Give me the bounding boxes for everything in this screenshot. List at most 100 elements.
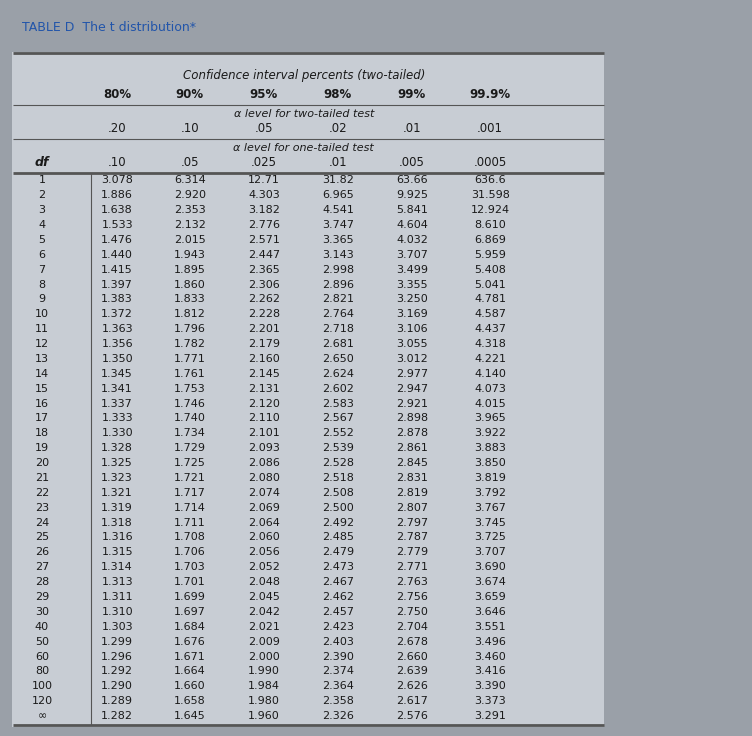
- Text: .005: .005: [399, 156, 425, 169]
- Text: 3.690: 3.690: [475, 562, 506, 573]
- Text: 1.706: 1.706: [174, 548, 206, 557]
- Text: 2.358: 2.358: [322, 696, 354, 706]
- Text: 1.697: 1.697: [174, 607, 206, 617]
- Text: 12.924: 12.924: [471, 205, 510, 215]
- Text: 2.602: 2.602: [322, 383, 354, 394]
- Text: α level for one-tailed test: α level for one-tailed test: [233, 143, 374, 153]
- Text: 2.508: 2.508: [322, 488, 354, 498]
- Text: 1.313: 1.313: [102, 577, 133, 587]
- Text: 63.66: 63.66: [396, 175, 428, 185]
- Text: 2.819: 2.819: [396, 488, 428, 498]
- Text: 1.761: 1.761: [174, 369, 206, 379]
- Text: 3.250: 3.250: [396, 294, 428, 305]
- Text: 1.321: 1.321: [102, 488, 133, 498]
- Text: 1.782: 1.782: [174, 339, 206, 349]
- Text: 2.364: 2.364: [322, 682, 354, 691]
- Text: 18: 18: [35, 428, 49, 439]
- Text: ∞: ∞: [38, 711, 47, 721]
- Text: 2.447: 2.447: [248, 250, 280, 260]
- Text: 2.021: 2.021: [248, 622, 280, 631]
- Text: 2.101: 2.101: [248, 428, 280, 439]
- Text: 20: 20: [35, 458, 49, 468]
- Text: 2.821: 2.821: [322, 294, 354, 305]
- Text: 2.403: 2.403: [322, 637, 354, 647]
- Text: 1.676: 1.676: [174, 637, 206, 647]
- Text: .10: .10: [180, 122, 199, 135]
- Text: 3.725: 3.725: [475, 533, 506, 542]
- Text: 2.681: 2.681: [322, 339, 354, 349]
- Text: 2.479: 2.479: [322, 548, 354, 557]
- Text: 3.850: 3.850: [475, 458, 506, 468]
- Text: 3.143: 3.143: [322, 250, 353, 260]
- Text: 1.703: 1.703: [174, 562, 206, 573]
- Text: 2.009: 2.009: [248, 637, 280, 647]
- Text: 2.365: 2.365: [248, 265, 280, 275]
- Text: 99%: 99%: [398, 88, 426, 101]
- Text: 30: 30: [35, 607, 49, 617]
- Text: 8.610: 8.610: [475, 220, 506, 230]
- Text: 50: 50: [35, 637, 49, 647]
- Text: 3.922: 3.922: [475, 428, 506, 439]
- Text: 2.779: 2.779: [396, 548, 428, 557]
- Text: 5.408: 5.408: [475, 265, 506, 275]
- Text: 4.781: 4.781: [475, 294, 506, 305]
- Text: 2.977: 2.977: [396, 369, 428, 379]
- Text: 1.729: 1.729: [174, 443, 206, 453]
- Text: 26: 26: [35, 548, 49, 557]
- Text: 3.965: 3.965: [475, 414, 506, 423]
- Text: 1.310: 1.310: [102, 607, 133, 617]
- Text: 3.078: 3.078: [102, 175, 133, 185]
- Text: 1.734: 1.734: [174, 428, 206, 439]
- Text: 2.467: 2.467: [322, 577, 354, 587]
- Text: 5.041: 5.041: [475, 280, 506, 289]
- Text: 29: 29: [35, 592, 49, 602]
- Text: 2.048: 2.048: [248, 577, 280, 587]
- Text: 22: 22: [35, 488, 49, 498]
- Text: 2.074: 2.074: [248, 488, 280, 498]
- Text: 1.671: 1.671: [174, 651, 206, 662]
- Text: 1.282: 1.282: [102, 711, 133, 721]
- Text: 1.328: 1.328: [102, 443, 133, 453]
- Text: 4.221: 4.221: [475, 354, 506, 364]
- Text: 6.869: 6.869: [475, 235, 506, 245]
- Text: 5: 5: [38, 235, 45, 245]
- Text: 2.045: 2.045: [248, 592, 280, 602]
- Text: 3.416: 3.416: [475, 666, 506, 676]
- Text: 2.678: 2.678: [396, 637, 428, 647]
- Text: 2.567: 2.567: [322, 414, 354, 423]
- Text: 1.337: 1.337: [102, 399, 133, 408]
- Text: 2.132: 2.132: [174, 220, 206, 230]
- Text: 3.496: 3.496: [475, 637, 506, 647]
- Text: 2.831: 2.831: [396, 473, 428, 483]
- Text: 4.587: 4.587: [475, 309, 506, 319]
- Text: 2.764: 2.764: [322, 309, 354, 319]
- Text: 2.704: 2.704: [396, 622, 428, 631]
- Text: 1.886: 1.886: [102, 191, 133, 200]
- Text: 16: 16: [35, 399, 49, 408]
- Text: 2.485: 2.485: [322, 533, 354, 542]
- Text: 1.319: 1.319: [102, 503, 133, 513]
- Text: 1.315: 1.315: [102, 548, 133, 557]
- Text: 5.959: 5.959: [475, 250, 506, 260]
- Text: 2.771: 2.771: [396, 562, 428, 573]
- Text: 4.032: 4.032: [396, 235, 428, 245]
- Text: 1.660: 1.660: [174, 682, 206, 691]
- Text: 13: 13: [35, 354, 49, 364]
- Text: 2.056: 2.056: [248, 548, 280, 557]
- Text: 1.296: 1.296: [102, 651, 133, 662]
- Text: 1.796: 1.796: [174, 324, 206, 334]
- Text: 1.397: 1.397: [102, 280, 133, 289]
- Text: 11: 11: [35, 324, 49, 334]
- Text: 2.145: 2.145: [248, 369, 280, 379]
- Text: 40: 40: [35, 622, 49, 631]
- Text: 2.898: 2.898: [396, 414, 428, 423]
- Text: 1.292: 1.292: [102, 666, 133, 676]
- Text: 2.120: 2.120: [248, 399, 280, 408]
- Text: 2.639: 2.639: [396, 666, 428, 676]
- Text: 3.883: 3.883: [475, 443, 506, 453]
- Text: 2.228: 2.228: [248, 309, 280, 319]
- Text: 1.684: 1.684: [174, 622, 206, 631]
- Text: 3.390: 3.390: [475, 682, 506, 691]
- Text: 3.792: 3.792: [475, 488, 506, 498]
- Text: 2.500: 2.500: [322, 503, 353, 513]
